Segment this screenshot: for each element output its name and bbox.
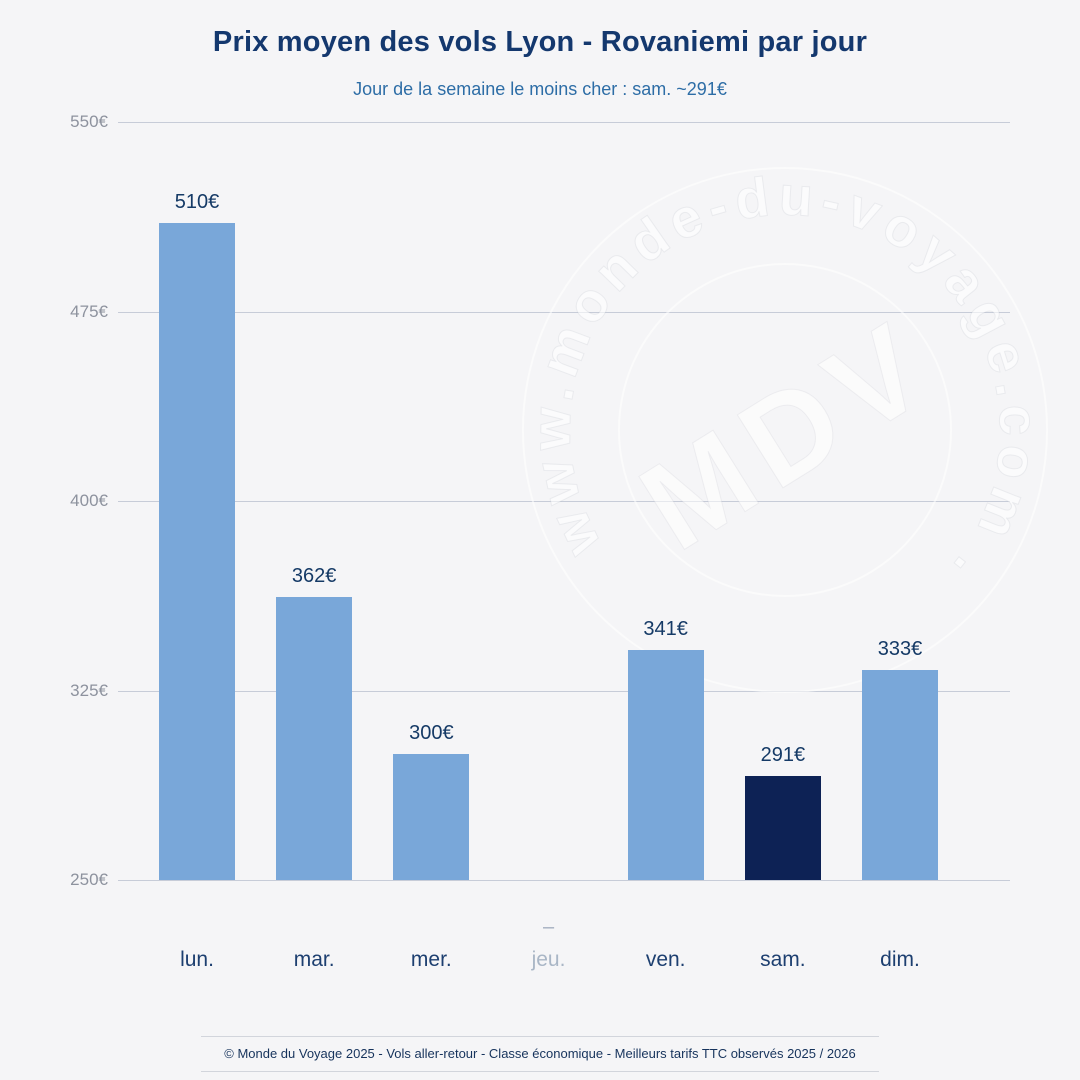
y-axis-tick-label: 400€	[70, 491, 108, 510]
footer-text: © Monde du Voyage 2025 - Vols aller-reto…	[224, 1046, 856, 1061]
missing-value-dash: –	[542, 916, 555, 938]
bar-value-label: 291€	[760, 744, 806, 767]
x-axis-label-mar: mar.	[293, 948, 335, 971]
x-axis-label-mer: mer.	[410, 948, 452, 971]
gridline	[118, 880, 1010, 881]
x-axis-label-jeu: jeu.	[531, 948, 566, 971]
y-axis-tick-label: 550€	[70, 112, 108, 131]
bar-value-label: 362€	[291, 565, 337, 587]
gridline	[118, 501, 1010, 502]
y-axis-tick-label: 475€	[70, 301, 108, 321]
y-axis-tick-label: 250€	[70, 870, 108, 889]
x-axis-label-sam: sam.	[760, 948, 806, 971]
bar-mar	[276, 597, 353, 880]
bar-ven	[627, 650, 704, 880]
bar-lun	[159, 223, 235, 880]
bar-sam	[744, 776, 821, 880]
bar-value-label: 300€	[409, 721, 454, 744]
x-axis-label-ven: ven.	[645, 948, 686, 971]
bar-value-label: 510€	[174, 191, 220, 214]
page-subtitle: Jour de la semaine le moins cher : sam. …	[353, 79, 727, 99]
gridline	[118, 122, 1010, 123]
bar-value-label: 333€	[877, 638, 923, 661]
bar-value-label: 341€	[643, 618, 688, 641]
bar-mer	[393, 753, 470, 880]
y-axis-tick-label: 325€	[70, 680, 108, 700]
footer: © Monde du Voyage 2025 - Vols aller-reto…	[201, 1036, 879, 1072]
x-axis-label-lun: lun.	[180, 948, 214, 971]
gridline	[118, 311, 1010, 313]
x-axis-label-dim: dim.	[880, 948, 920, 971]
page-title: Prix moyen des vols Lyon - Rovaniemi par…	[212, 26, 868, 58]
bar-dim	[862, 670, 939, 880]
